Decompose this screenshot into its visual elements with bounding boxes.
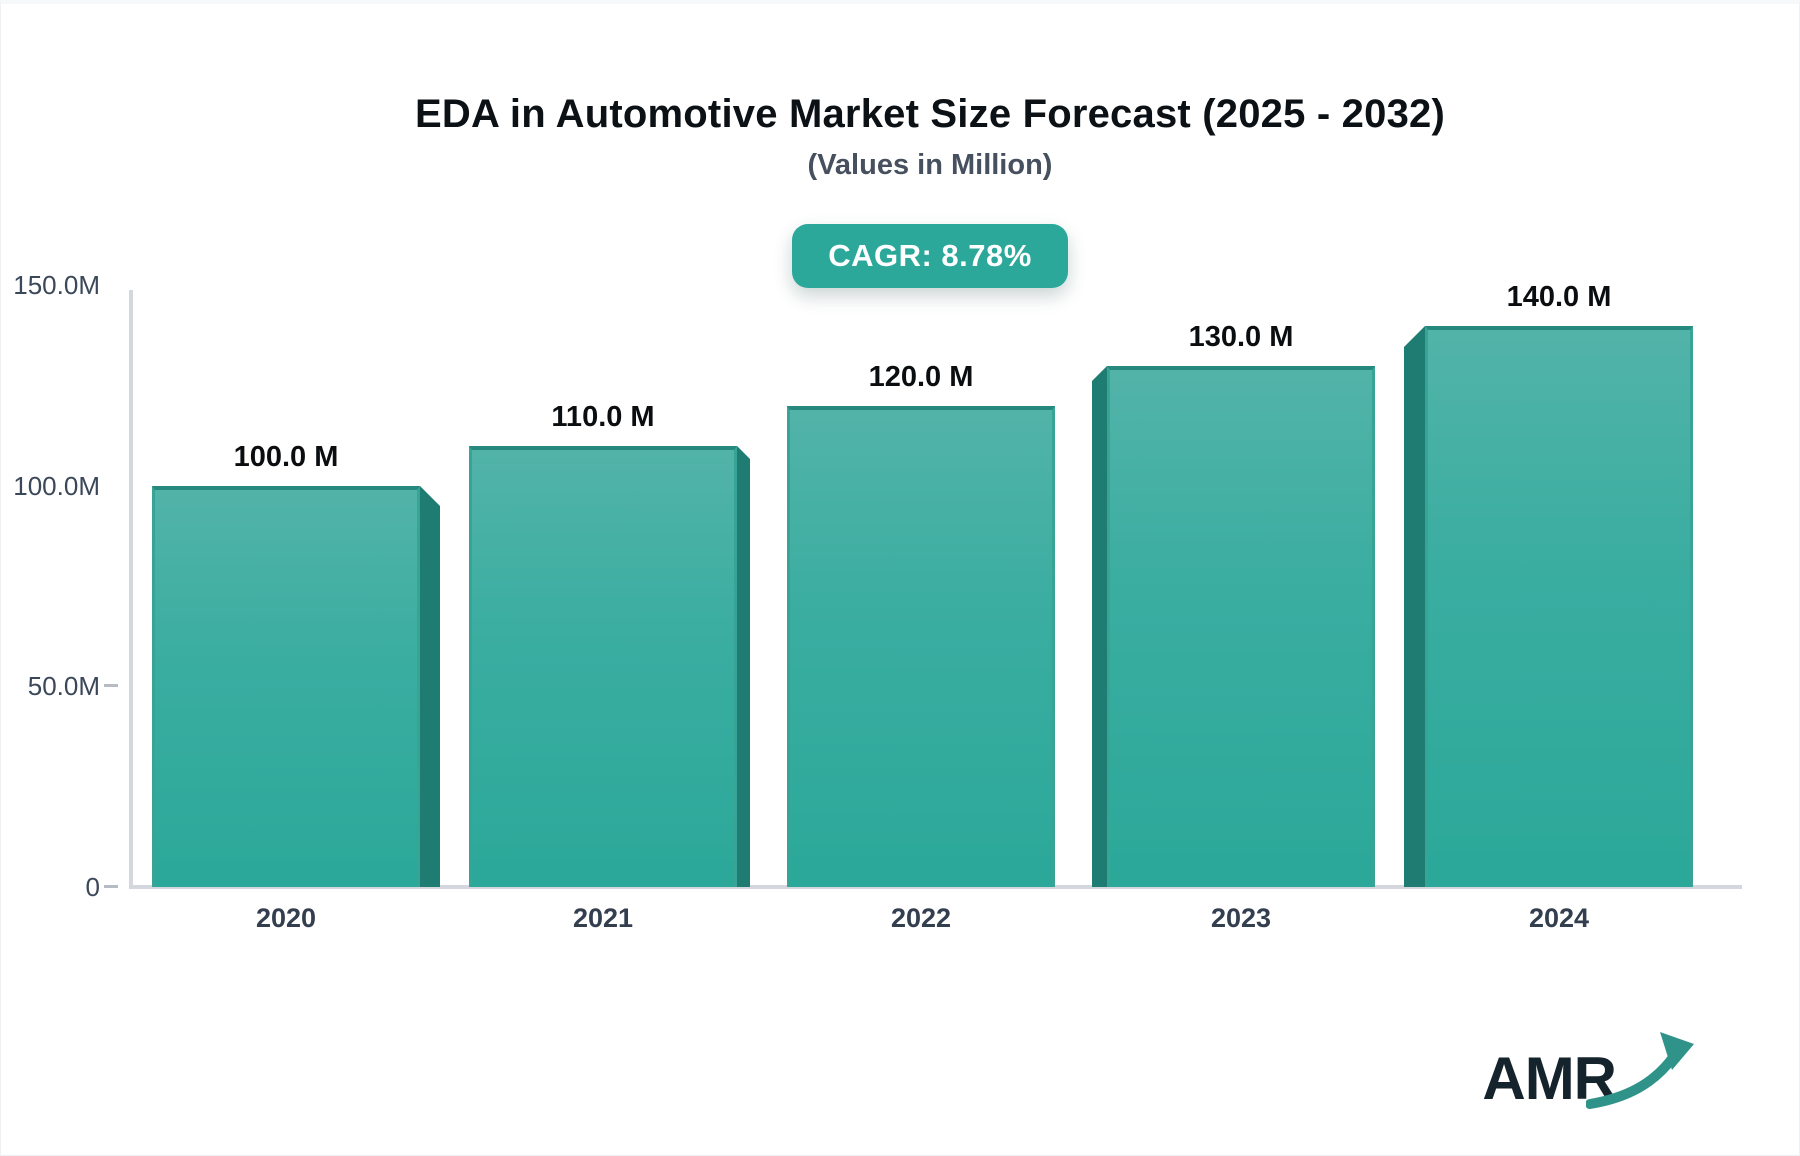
bar-value-label-2021: 110.0 M xyxy=(551,401,655,433)
y-axis-label-50.0M: 50.0M xyxy=(27,671,100,701)
y-axis-label-150.0M: 150.0M xyxy=(13,270,100,300)
bar-value-label-2020: 100.0 M xyxy=(233,441,339,473)
x-axis-line xyxy=(129,885,1742,889)
y-axis-label-100.0M: 100.0M xyxy=(13,471,100,501)
bar-3d-side-2024 xyxy=(1404,326,1425,887)
x-axis-label-2021: 2021 xyxy=(572,903,634,933)
chart-subtitle: (Values in Million) xyxy=(807,149,1053,181)
bar-2021 xyxy=(469,446,737,887)
bar-3d-side-2021 xyxy=(737,446,750,887)
amr-logo: AMR xyxy=(1482,1028,1704,1110)
bar-2023 xyxy=(1107,366,1375,887)
bar-3d-side-2020 xyxy=(420,486,440,887)
bar-value-label-2024: 140.0 M xyxy=(1506,281,1612,313)
bar-2024 xyxy=(1425,326,1693,887)
growth-arrow-icon xyxy=(1586,1032,1694,1109)
bar-value-label-2023: 130.0 M xyxy=(1188,321,1294,353)
bar-2020 xyxy=(152,486,420,887)
cagr-badge: CAGR: 8.78% xyxy=(792,224,1068,288)
chart-title: EDA in Automotive Market Size Forecast (… xyxy=(415,92,1445,136)
y-axis-tick-mark xyxy=(104,885,118,888)
x-axis-label-2023: 2023 xyxy=(1210,903,1272,933)
bar-3d-side-2023 xyxy=(1092,366,1107,887)
x-axis-label-2024: 2024 xyxy=(1528,903,1590,933)
bar-2022 xyxy=(787,406,1055,887)
x-axis-label-2022: 2022 xyxy=(890,903,952,933)
y-axis-tick-mark xyxy=(104,684,118,687)
x-axis-label-2020: 2020 xyxy=(255,903,317,933)
y-axis-label-0: 0 xyxy=(85,872,100,902)
chart-header: EDA in Automotive Market Size Forecast (… xyxy=(60,0,1800,288)
y-axis-line xyxy=(129,290,133,889)
bar-value-label-2022: 120.0 M xyxy=(868,361,974,393)
